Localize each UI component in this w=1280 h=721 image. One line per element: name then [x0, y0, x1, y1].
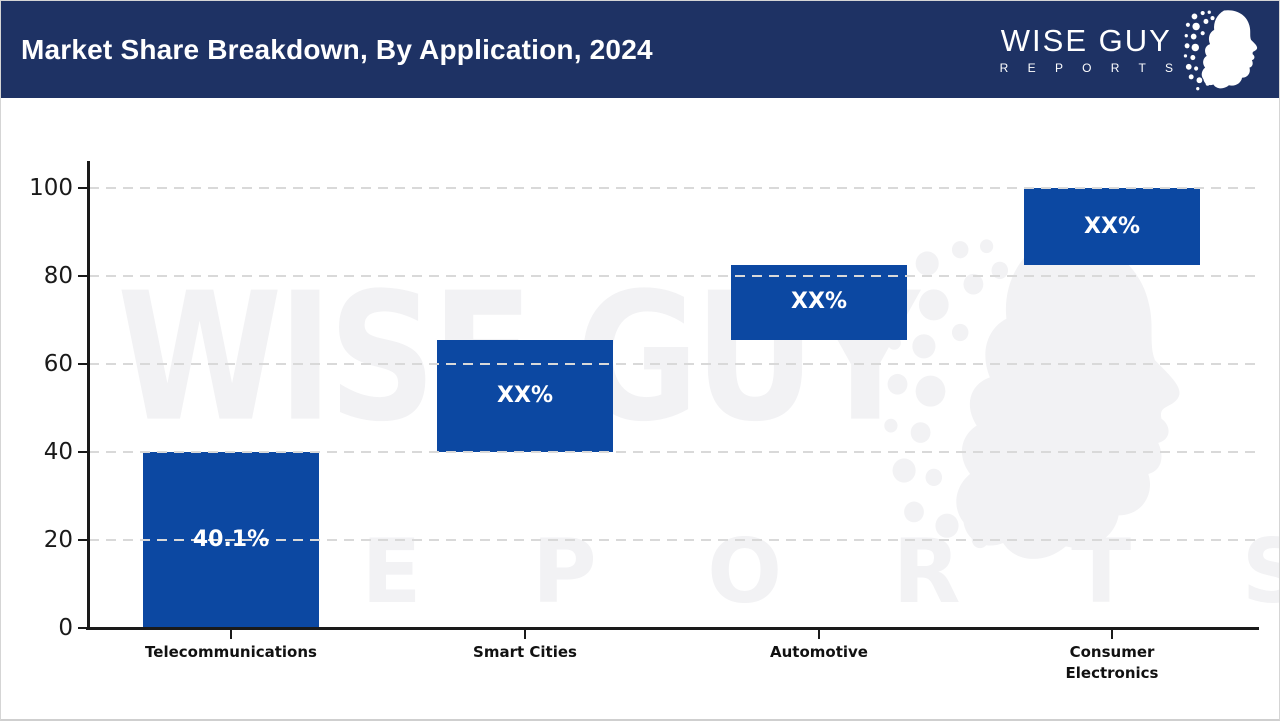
y-tick-mark-40 — [78, 450, 88, 454]
bar-label-automotive: XX% — [791, 289, 847, 315]
gridline-60 — [89, 363, 1259, 365]
bar-consumer-electronics — [1024, 188, 1200, 265]
logo-tagline: R E P O R T S — [999, 61, 1181, 75]
x-tick-mark-telecommunications — [229, 629, 233, 639]
bar-smart-cities — [437, 339, 613, 452]
bar-automotive — [731, 265, 907, 340]
gridline-100 — [89, 187, 1259, 189]
bar-label-telecommunications: 40.1% — [192, 526, 270, 552]
y-tick-mark-100 — [78, 186, 88, 190]
x-label-consumer-electronics: Consumer Electronics — [1065, 643, 1159, 682]
waterfall-chart: WISE GUY R E P O R T S 40.1% XX% XX% XX% 0 20… — [1, 98, 1279, 719]
y-tick-label-100: 100 — [29, 175, 73, 201]
y-tick-mark-20 — [78, 538, 88, 542]
y-tick-label-80: 80 — [43, 263, 73, 289]
y-tick-mark-0 — [78, 626, 88, 630]
x-axis-line — [86, 626, 1259, 630]
y-tick-label-60: 60 — [43, 351, 73, 377]
x-label-telecommunications: Telecommunications — [145, 643, 317, 661]
logo-head-icon — [1183, 9, 1258, 90]
header-bar: Market Share Breakdown, By Application, … — [1, 1, 1279, 98]
y-tick-label-20: 20 — [43, 527, 73, 553]
bar-label-smart-cities: XX% — [497, 382, 553, 408]
y-tick-label-0: 0 — [58, 615, 73, 641]
x-tick-mark-smart-cities — [523, 629, 527, 639]
y-axis-line — [87, 161, 90, 630]
bar-label-consumer-electronics: XX% — [1084, 213, 1140, 239]
plot-area: WISE GUY R E P O R T S 40.1% XX% XX% XX% 0 20… — [1, 98, 1279, 719]
x-tick-mark-automotive — [817, 629, 821, 639]
y-tick-mark-60 — [78, 362, 88, 366]
y-tick-label-40: 40 — [43, 439, 73, 465]
gridline-80 — [89, 275, 1259, 277]
brand-logo: WISE GUY R E P O R T S — [992, 8, 1265, 92]
x-label-automotive: Automotive — [770, 643, 868, 661]
watermark-head-icon — [884, 238, 1180, 568]
page-title: Market Share Breakdown, By Application, … — [21, 33, 653, 65]
gridline-20 — [89, 539, 1259, 541]
logo-wordmark: WISE GUY — [1000, 23, 1172, 58]
y-tick-mark-80 — [78, 274, 88, 278]
x-label-smart-cities: Smart Cities — [473, 643, 577, 661]
brand-logo-text: WISE GUY R E P O R T S — [992, 25, 1181, 74]
gridline-40 — [89, 451, 1259, 453]
x-tick-mark-consumer-electronics — [1110, 629, 1114, 639]
